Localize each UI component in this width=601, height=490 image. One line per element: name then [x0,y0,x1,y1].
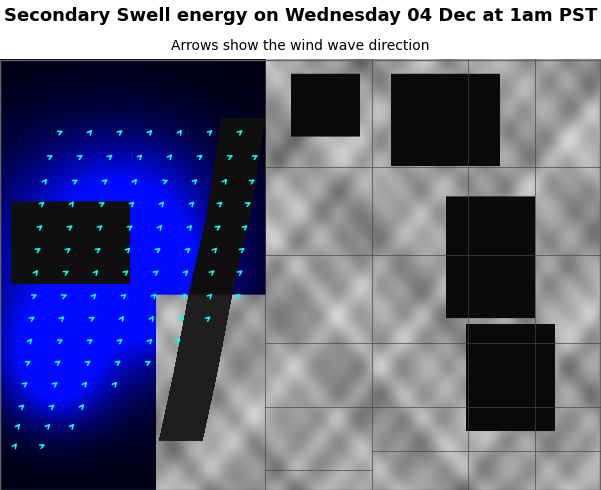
Text: Arrows show the wind wave direction: Arrows show the wind wave direction [171,39,430,53]
Text: Secondary Swell energy on Wednesday 04 Dec at 1am PST: Secondary Swell energy on Wednesday 04 D… [4,7,597,25]
